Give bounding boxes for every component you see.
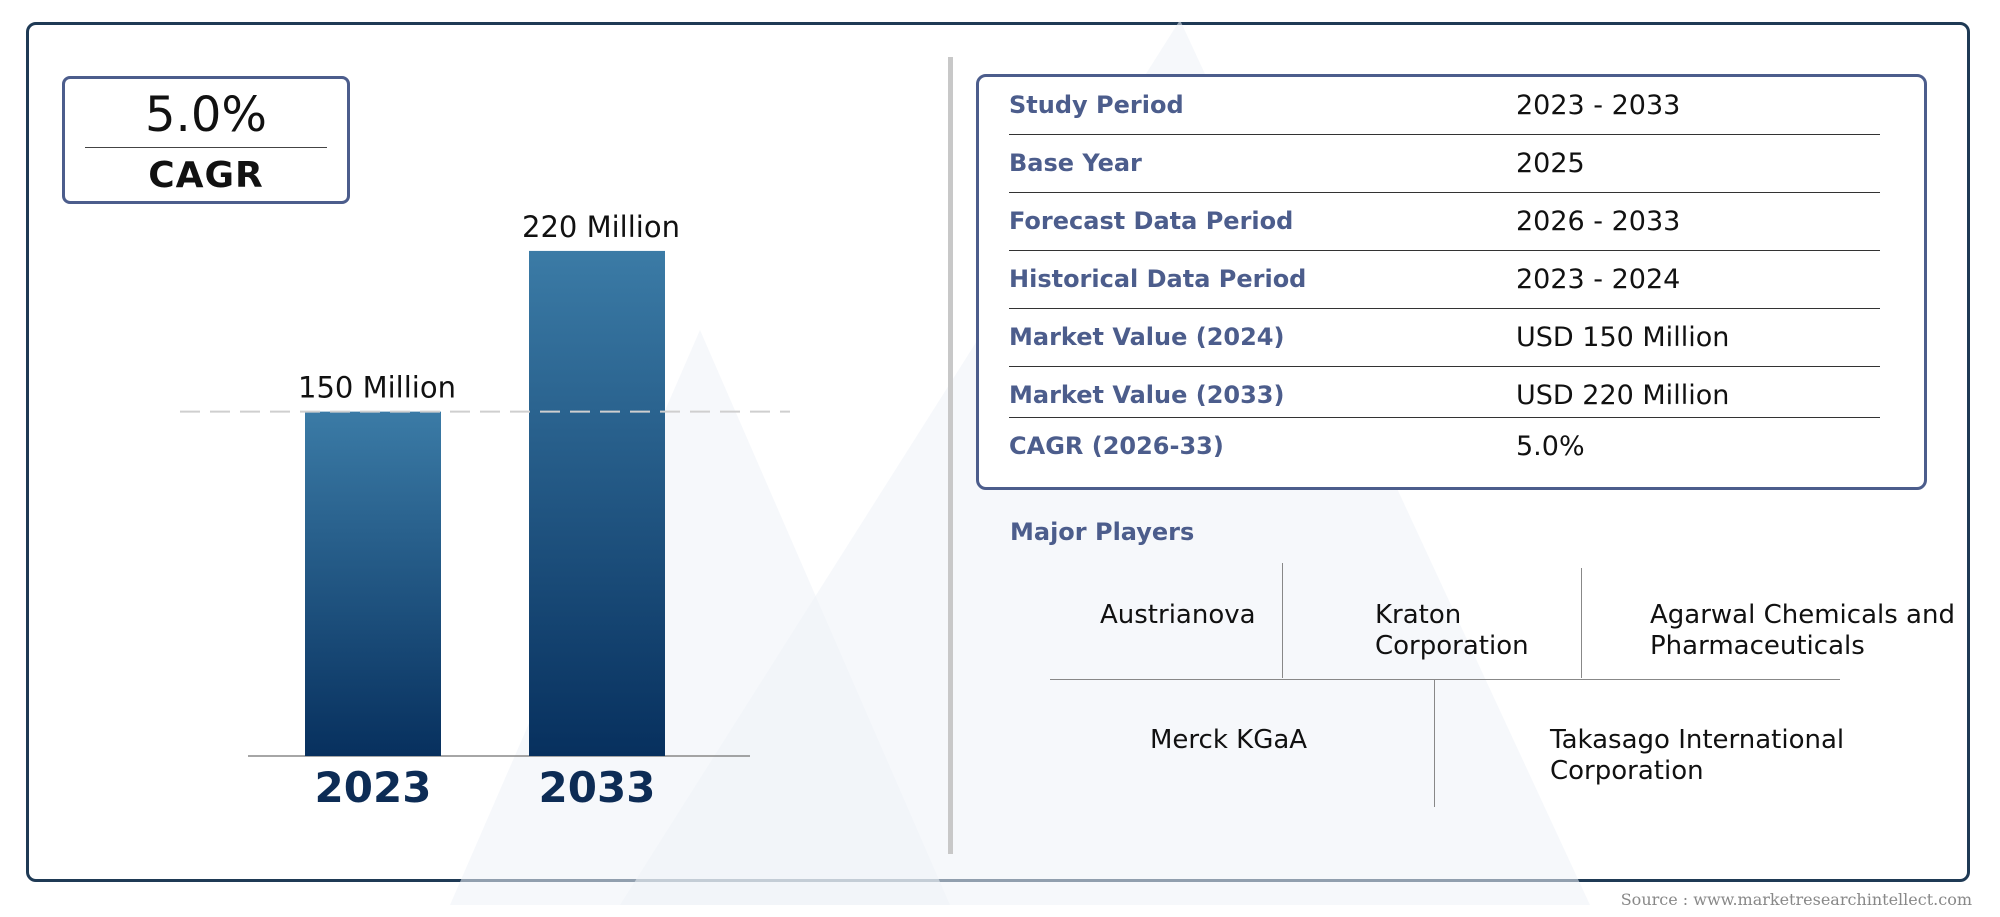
row-label: Forecast Data Period — [1009, 207, 1294, 235]
cagr-value: 5.0% — [145, 87, 267, 143]
row-label: Base Year — [1009, 149, 1142, 177]
player-divider — [1581, 568, 1582, 678]
table-row: Market Value (2024) USD 150 Million — [1009, 309, 1880, 367]
player-name: Takasago International Corporation — [1550, 725, 1845, 786]
data-label: 220 Million — [522, 210, 680, 244]
data-label: 150 Million — [298, 371, 456, 405]
table-row: Forecast Data Period 2026 - 2033 — [1009, 193, 1880, 251]
source-note: Source : www.marketresearchintellect.com — [1620, 890, 1972, 909]
row-value: USD 220 Million — [1516, 380, 1730, 411]
player-name: Austrianova — [1100, 600, 1256, 630]
row-label: CAGR (2026-33) — [1009, 432, 1224, 460]
player-name: Agarwal Chemicals and Pharmaceuticals — [1650, 600, 1955, 661]
row-value: 5.0% — [1516, 431, 1585, 462]
table-row: Market Value (2033) USD 220 Million — [1009, 367, 1880, 418]
row-label: Market Value (2024) — [1009, 323, 1285, 351]
cagr-badge: 5.0% CAGR — [62, 76, 350, 204]
row-value: 2023 - 2024 — [1516, 264, 1681, 295]
row-label: Study Period — [1009, 91, 1184, 119]
row-label: Historical Data Period — [1009, 265, 1307, 293]
table-row: Historical Data Period 2023 - 2024 — [1009, 251, 1880, 309]
player-divider — [1282, 563, 1283, 678]
row-value: 2026 - 2033 — [1516, 206, 1681, 237]
player-name: Kraton Corporation — [1375, 600, 1529, 661]
table-row: Study Period 2023 - 2033 — [1009, 77, 1880, 135]
bar-2033 — [529, 250, 665, 756]
table-row: CAGR (2026-33) 5.0% — [1009, 418, 1880, 476]
row-label: Market Value (2033) — [1009, 381, 1285, 409]
bar-chart: 150 Million 2023 220 Million 2033 — [180, 210, 790, 812]
section-divider — [948, 57, 953, 854]
major-players-title: Major Players — [1010, 518, 1195, 546]
category-label: 2023 — [315, 763, 432, 812]
player-divider — [1050, 679, 1840, 680]
row-value: 2023 - 2033 — [1516, 90, 1681, 121]
cagr-label: CAGR — [148, 155, 264, 196]
category-label: 2033 — [539, 763, 656, 812]
cagr-divider — [85, 147, 327, 148]
player-divider — [1434, 680, 1435, 807]
table-row: Base Year 2025 — [1009, 135, 1880, 193]
row-value: USD 150 Million — [1516, 322, 1730, 353]
market-info-table: Study Period 2023 - 2033 Base Year 2025 … — [976, 74, 1927, 490]
player-name: Merck KGaA — [1150, 725, 1308, 755]
row-value: 2025 — [1516, 148, 1585, 179]
bar-2023 — [305, 411, 441, 756]
